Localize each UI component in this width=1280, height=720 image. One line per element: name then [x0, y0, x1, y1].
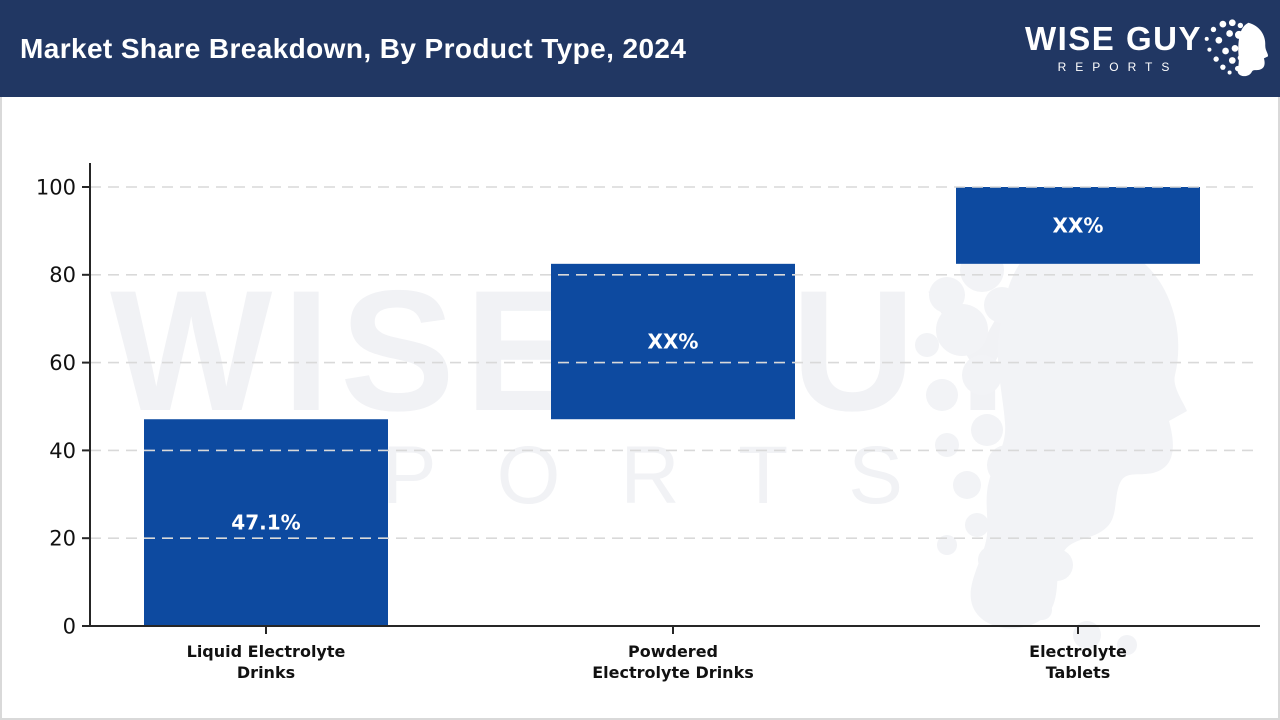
category-label: Powdered Electrolyte Drinks [592, 642, 753, 682]
category-label: Electrolyte Tablets [1029, 642, 1127, 682]
bar-value-label: XX% [648, 330, 699, 354]
brand-head-icon [1204, 19, 1269, 77]
header-bar: Market Share Breakdown, By Product Type,… [0, 0, 1280, 97]
y-tick-label: 0 [63, 614, 76, 638]
brand-text: WISE GUY REPORTS [1024, 20, 1202, 73]
bar-value-label: 47.1% [231, 511, 300, 535]
y-tick-label: 20 [49, 527, 76, 551]
bar-chart: 47.1% XX% XX% 0 20 40 60 80 100 Liquid Electrolyt… [36, 163, 1260, 682]
y-tick-label: 60 [49, 351, 76, 375]
brand-subtitle: REPORTS [1057, 59, 1179, 74]
y-tick-label: 40 [49, 439, 76, 463]
y-tick-label: 100 [36, 175, 76, 199]
bar-segment [956, 187, 1200, 264]
category-label: Liquid Electrolyte Drinks [187, 642, 346, 682]
bar-segment [551, 263, 795, 420]
brand-logo: WISE GUY REPORTS [1014, 4, 1274, 94]
brand-name: WISE GUY [1024, 20, 1202, 57]
chart-area: WISE GUY REPORTS 47.1% XX% XX% 0 20 4 [0, 97, 1280, 720]
chart-title: Market Share Breakdown, By Product Type,… [20, 32, 687, 64]
bar-segment [144, 419, 388, 626]
bar-value-label: XX% [1053, 213, 1104, 237]
y-tick-label: 80 [49, 263, 76, 287]
